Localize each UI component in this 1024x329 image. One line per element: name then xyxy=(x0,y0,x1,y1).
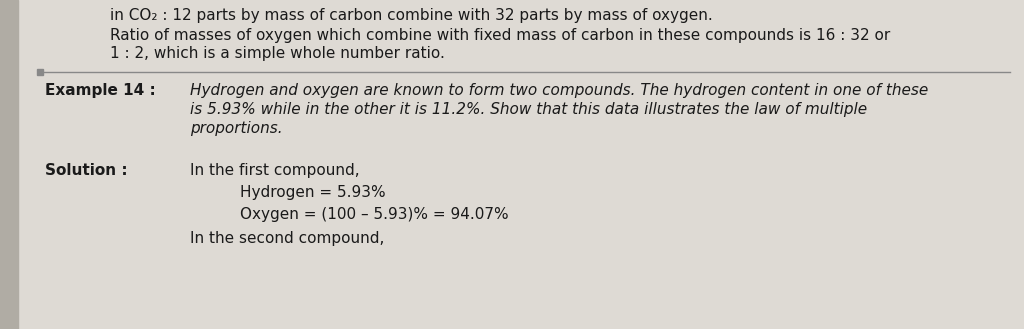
Text: in CO₂ : 12 parts by mass of carbon combine with 32 parts by mass of oxygen.: in CO₂ : 12 parts by mass of carbon comb… xyxy=(110,8,713,23)
Text: Solution :: Solution : xyxy=(45,163,128,178)
Text: proportions.: proportions. xyxy=(190,121,283,136)
Text: Hydrogen and oxygen are known to form two compounds. The hydrogen content in one: Hydrogen and oxygen are known to form tw… xyxy=(190,83,928,98)
Text: Ratio of masses of oxygen which combine with fixed mass of carbon in these compo: Ratio of masses of oxygen which combine … xyxy=(110,28,890,43)
Text: In the second compound,: In the second compound, xyxy=(190,231,384,246)
Text: Oxygen = (100 – 5.93)% = 94.07%: Oxygen = (100 – 5.93)% = 94.07% xyxy=(240,207,509,222)
Text: 1 : 2, which is a simple whole number ratio.: 1 : 2, which is a simple whole number ra… xyxy=(110,46,444,61)
Text: is 5.93% while in the other it is 11.2%. Show that this data illustrates the law: is 5.93% while in the other it is 11.2%.… xyxy=(190,102,867,117)
Bar xyxy=(0,0,18,329)
Text: Example 14 :: Example 14 : xyxy=(45,83,156,98)
Text: Hydrogen = 5.93%: Hydrogen = 5.93% xyxy=(240,185,386,200)
Text: In the first compound,: In the first compound, xyxy=(190,163,359,178)
